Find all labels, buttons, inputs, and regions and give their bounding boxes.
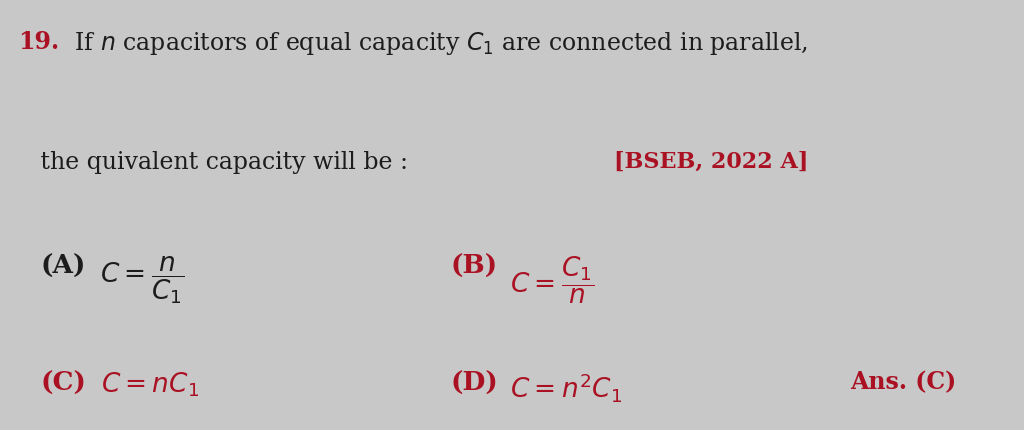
Text: $C = \dfrac{n}{C_1}$: $C = \dfrac{n}{C_1}$ xyxy=(92,254,184,305)
Text: (B): (B) xyxy=(451,254,498,279)
Text: [BSEB, 2022 A]: [BSEB, 2022 A] xyxy=(614,150,809,172)
Text: $C = nC_1$: $C = nC_1$ xyxy=(92,370,200,398)
Text: (C): (C) xyxy=(41,370,87,395)
Text: (A): (A) xyxy=(41,254,86,279)
Text: If $n$ capacitors of equal capacity $C_1$ are connected in parallel,: If $n$ capacitors of equal capacity $C_1… xyxy=(67,30,808,57)
Text: $C = n^2C_1$: $C = n^2C_1$ xyxy=(502,370,622,403)
Text: the quivalent capacity will be :: the quivalent capacity will be : xyxy=(18,150,409,173)
Text: Ans. (C): Ans. (C) xyxy=(850,370,956,394)
Text: 19.: 19. xyxy=(18,30,59,54)
Text: (D): (D) xyxy=(451,370,499,395)
Text: $C = \dfrac{C_1}{n}$: $C = \dfrac{C_1}{n}$ xyxy=(502,254,594,305)
